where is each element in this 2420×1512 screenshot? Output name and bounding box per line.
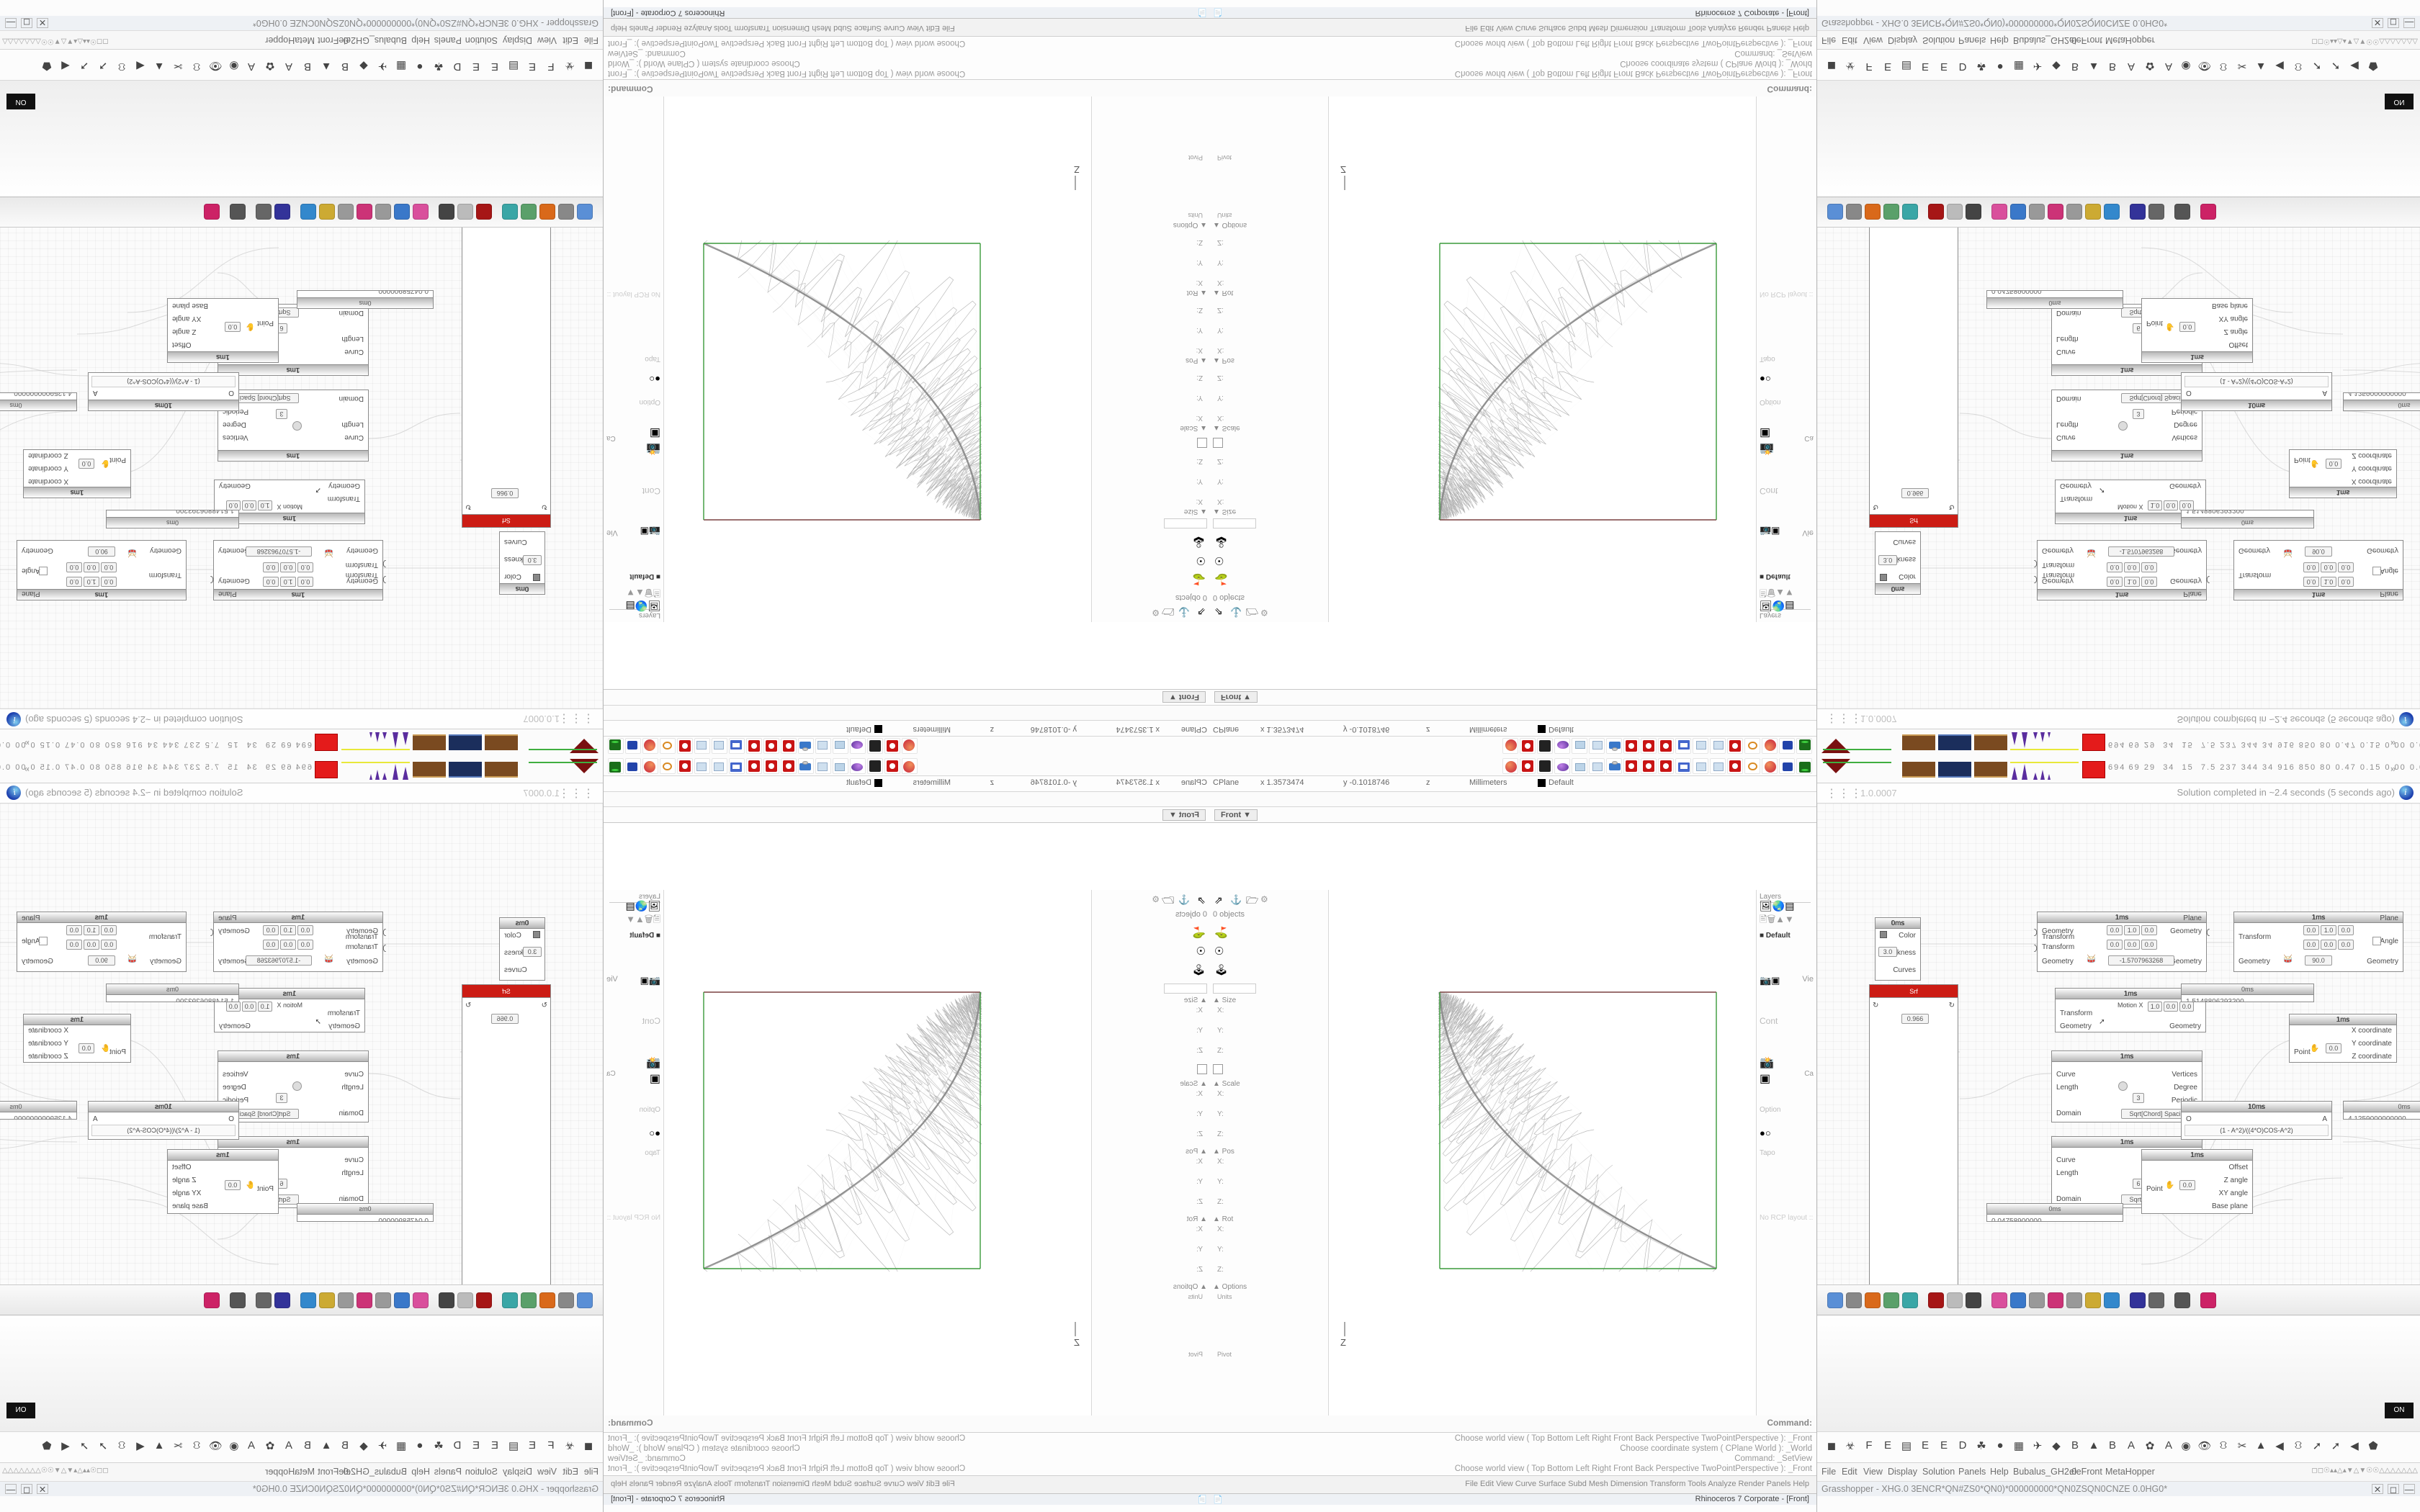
svg-text:Z: Z [1340, 164, 1346, 175]
svg-text:Z: Z [1074, 1337, 1080, 1348]
svg-text:Z: Z [1074, 164, 1080, 175]
svg-text:Z: Z [1340, 1337, 1346, 1348]
